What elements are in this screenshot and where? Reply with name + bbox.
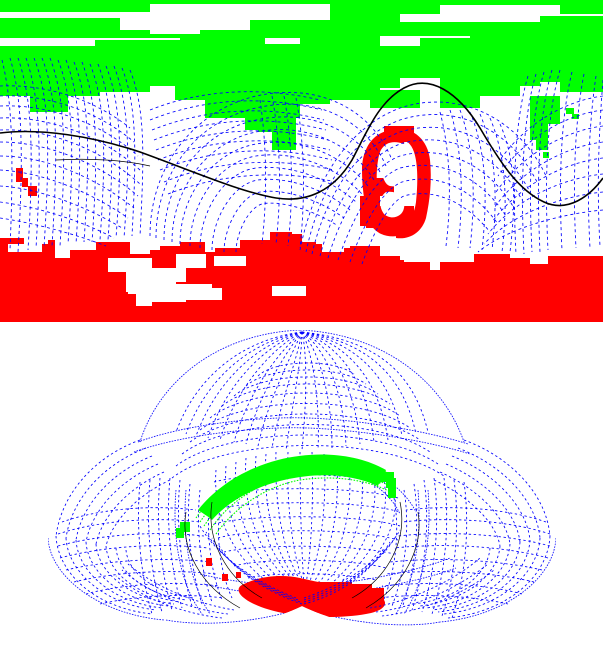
globe-content bbox=[0, 322, 603, 645]
planar-projection-panel bbox=[0, 0, 603, 322]
streamline-texture-top bbox=[0, 57, 603, 265]
three-d-globe-panel bbox=[0, 322, 603, 645]
separatrix-curve-secondary bbox=[55, 158, 151, 167]
streamline-dome-upper bbox=[171, 331, 445, 479]
streamline-left-lobe bbox=[55, 439, 233, 615]
top-panel-content bbox=[0, 0, 603, 322]
separatrix-curve bbox=[0, 82, 603, 207]
region-red-bottom bbox=[0, 232, 603, 322]
region-red-crescent bbox=[360, 126, 431, 239]
planar-projection-canvas bbox=[0, 0, 603, 322]
separatrix-curves-3d bbox=[184, 501, 420, 609]
streamline-foreground-sweep bbox=[115, 525, 495, 619]
three-d-globe-canvas bbox=[0, 322, 603, 645]
region-green-top bbox=[0, 0, 603, 158]
region-green-arc bbox=[176, 454, 396, 538]
